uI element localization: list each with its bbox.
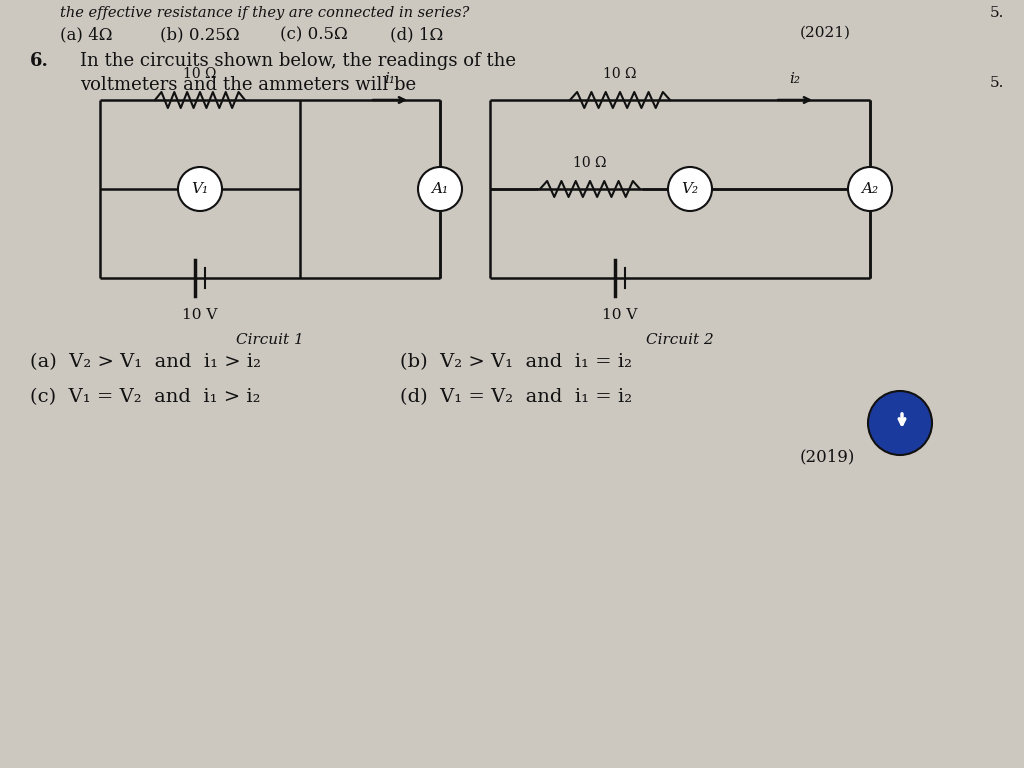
Circle shape [668, 167, 712, 211]
Text: 10 Ω: 10 Ω [183, 67, 217, 81]
Text: (d)  V₁ = V₂  and  i₁ = i₂: (d) V₁ = V₂ and i₁ = i₂ [400, 388, 632, 406]
Text: V₁: V₁ [191, 182, 209, 196]
Text: (c)  V₁ = V₂  and  i₁ > i₂: (c) V₁ = V₂ and i₁ > i₂ [30, 388, 260, 406]
Text: 5.: 5. [990, 6, 1005, 20]
Text: In the circuits shown below, the readings of the: In the circuits shown below, the reading… [80, 52, 516, 70]
Text: A₁: A₁ [431, 182, 449, 196]
Text: the effective resistance if they are connected in series?: the effective resistance if they are con… [60, 6, 469, 20]
Text: 5.: 5. [990, 76, 1005, 90]
Circle shape [848, 167, 892, 211]
Text: A₂: A₂ [861, 182, 879, 196]
Circle shape [178, 167, 222, 211]
Text: (a) 4Ω: (a) 4Ω [60, 26, 113, 43]
Text: (d) 1Ω: (d) 1Ω [390, 26, 443, 43]
Text: i₂: i₂ [790, 72, 801, 86]
Text: (b) 0.25Ω: (b) 0.25Ω [160, 26, 240, 43]
Text: (b)  V₂ > V₁  and  i₁ = i₂: (b) V₂ > V₁ and i₁ = i₂ [400, 353, 632, 371]
Text: 10 V: 10 V [182, 308, 218, 322]
Text: Circuit 2: Circuit 2 [646, 333, 714, 347]
Text: V₂: V₂ [681, 182, 698, 196]
Text: (c) 0.5Ω: (c) 0.5Ω [280, 26, 348, 43]
Text: 10 Ω: 10 Ω [603, 67, 637, 81]
Text: (a)  V₂ > V₁  and  i₁ > i₂: (a) V₂ > V₁ and i₁ > i₂ [30, 353, 261, 371]
Text: voltmeters and the ammeters will be: voltmeters and the ammeters will be [80, 76, 416, 94]
Circle shape [868, 391, 932, 455]
Text: (2021): (2021) [800, 26, 851, 40]
Text: Circuit 1: Circuit 1 [237, 333, 304, 347]
Text: 6.: 6. [30, 52, 49, 70]
Text: 10 V: 10 V [602, 308, 638, 322]
Text: i₁: i₁ [384, 72, 395, 86]
Circle shape [418, 167, 462, 211]
Text: 10 Ω: 10 Ω [573, 156, 607, 170]
Text: (2019): (2019) [800, 448, 855, 465]
